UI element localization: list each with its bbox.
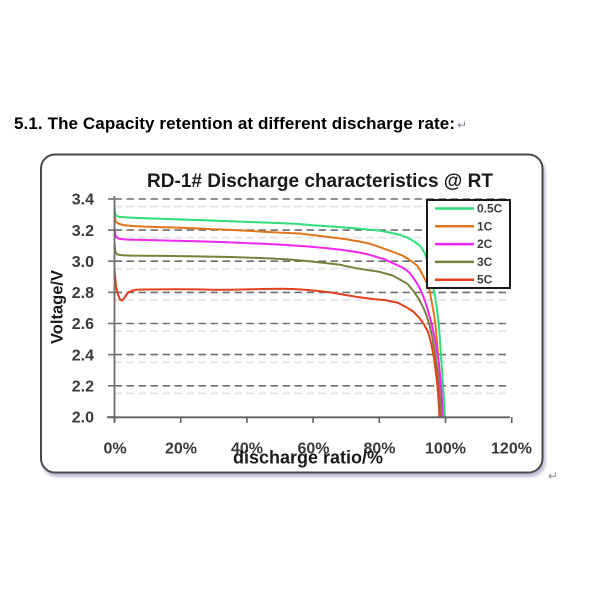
svg-text:0.5C: 0.5C (477, 202, 503, 216)
svg-text:100%: 100% (425, 440, 466, 457)
svg-text:2C: 2C (477, 237, 493, 251)
svg-text:2.6: 2.6 (72, 316, 94, 333)
svg-text:60%: 60% (297, 440, 329, 457)
svg-text:3.4: 3.4 (72, 192, 94, 209)
svg-text:discharge ratio/%: discharge ratio/% (233, 448, 383, 468)
svg-text:40%: 40% (231, 440, 263, 457)
svg-text:80%: 80% (363, 440, 395, 457)
svg-text:2.4: 2.4 (72, 347, 94, 364)
svg-text:1C: 1C (477, 219, 493, 233)
svg-text:3C: 3C (477, 255, 493, 269)
svg-text:3.0: 3.0 (72, 254, 94, 271)
svg-text:2.0: 2.0 (72, 410, 94, 427)
svg-text:2.8: 2.8 (72, 285, 94, 302)
svg-text:0%: 0% (103, 440, 126, 457)
svg-text:2.2: 2.2 (72, 379, 94, 396)
svg-text:5C: 5C (477, 273, 493, 287)
svg-text:20%: 20% (165, 440, 197, 457)
svg-text:↵: ↵ (548, 469, 558, 483)
svg-text:3.2: 3.2 (72, 223, 94, 240)
svg-text:RD-1# Discharge characteristic: RD-1# Discharge characteristics @ RT (147, 171, 493, 192)
svg-text:Voltage/V: Voltage/V (49, 270, 67, 344)
svg-text:120%: 120% (491, 440, 532, 457)
